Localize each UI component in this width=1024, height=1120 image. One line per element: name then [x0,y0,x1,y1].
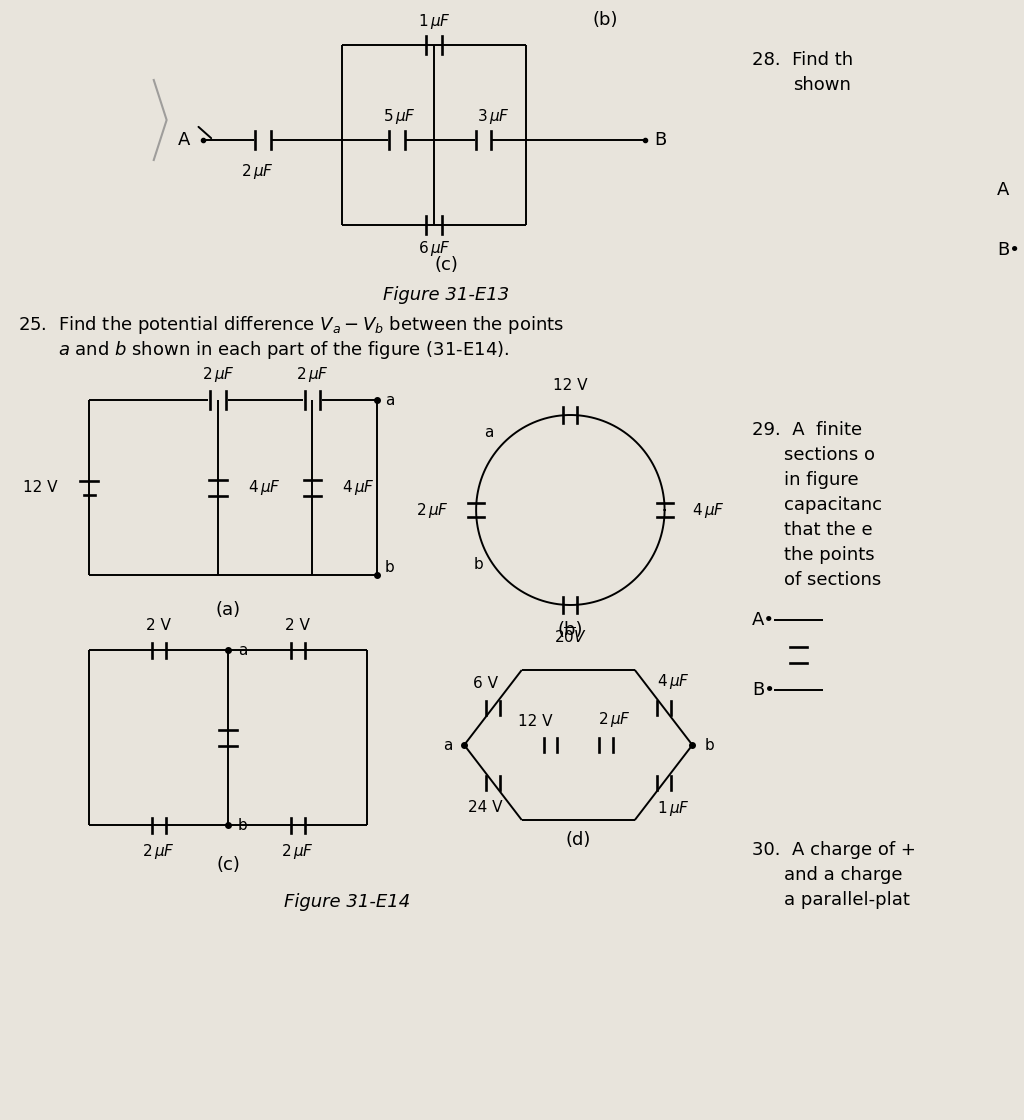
Text: a parallel-plat: a parallel-plat [783,892,909,909]
Text: B: B [654,131,667,149]
Text: $4\,\mu F$: $4\,\mu F$ [657,672,690,691]
Text: 2 V: 2 V [146,618,171,633]
Text: $5\,\mu F$: $5\,\mu F$ [383,108,416,127]
Text: 2 V: 2 V [285,618,310,633]
Text: $2\,\mu F$: $2\,\mu F$ [296,365,329,384]
Text: 29.  A  finite: 29. A finite [752,421,862,439]
Text: of sections: of sections [783,571,881,589]
Text: sections o: sections o [783,446,874,464]
Text: 12 V: 12 V [23,480,57,495]
Text: $2\,\mu F$: $2\,\mu F$ [598,710,631,729]
Text: in figure: in figure [783,472,858,489]
Text: (b): (b) [592,11,617,29]
Text: $3\,\mu F$: $3\,\mu F$ [477,108,510,127]
Text: $4\,\mu F$: $4\,\mu F$ [248,478,281,497]
Text: 24 V: 24 V [468,800,503,814]
Text: (c): (c) [216,856,240,874]
Text: a: a [238,643,248,657]
Text: $4\,\mu F$: $4\,\mu F$ [692,501,725,520]
Text: b: b [238,818,248,832]
Text: $1\,\mu F$: $1\,\mu F$ [657,800,690,819]
Text: $2\,\mu F$: $2\,\mu F$ [142,842,175,861]
Text: a: a [443,737,453,753]
Text: shown: shown [794,76,851,94]
Text: (a): (a) [216,601,241,619]
Text: Figure 31-E13: Figure 31-E13 [383,286,510,304]
Text: 6 V: 6 V [472,675,498,691]
Text: b: b [705,737,714,753]
Text: $2\overline{0}V$: $2\overline{0}V$ [554,627,587,647]
Text: 30.  A charge of +: 30. A charge of + [752,841,915,859]
Text: $2\,\mu F$: $2\,\mu F$ [242,162,274,181]
Text: b: b [473,557,483,572]
Text: capacitanc: capacitanc [783,496,882,514]
Text: 28.  Find th: 28. Find th [752,52,853,69]
Text: $2\,\mu F$: $2\,\mu F$ [416,501,449,520]
Text: b: b [385,560,394,575]
Text: a: a [484,424,494,440]
Text: A•: A• [752,612,775,629]
Text: (d): (d) [565,831,591,849]
Text: $4\,\mu F$: $4\,\mu F$ [342,478,375,497]
Text: $6\,\mu F$: $6\,\mu F$ [418,239,451,258]
Text: the points: the points [783,547,874,564]
Text: B•: B• [752,681,775,699]
Text: (c): (c) [434,256,459,274]
Text: 12 V: 12 V [518,715,553,729]
Text: and a charge: and a charge [783,866,902,884]
Text: A: A [178,131,190,149]
Text: 12 V: 12 V [553,379,588,393]
Text: $2\,\mu F$: $2\,\mu F$ [202,365,234,384]
Text: 25.  Find the potential difference $V_a - V_b$ between the points: 25. Find the potential difference $V_a -… [17,314,564,336]
Text: A: A [997,181,1010,199]
Text: $2\,\mu F$: $2\,\mu F$ [282,842,314,861]
Text: $a$ and $b$ shown in each part of the figure (31-E14).: $a$ and $b$ shown in each part of the fi… [17,339,509,361]
Text: that the e: that the e [783,521,872,539]
Text: B•: B• [997,241,1020,259]
Text: $1\,\mu F$: $1\,\mu F$ [418,12,451,31]
Text: Figure 31-E14: Figure 31-E14 [284,893,411,911]
Text: (b): (b) [558,620,583,640]
Text: a: a [385,392,394,408]
